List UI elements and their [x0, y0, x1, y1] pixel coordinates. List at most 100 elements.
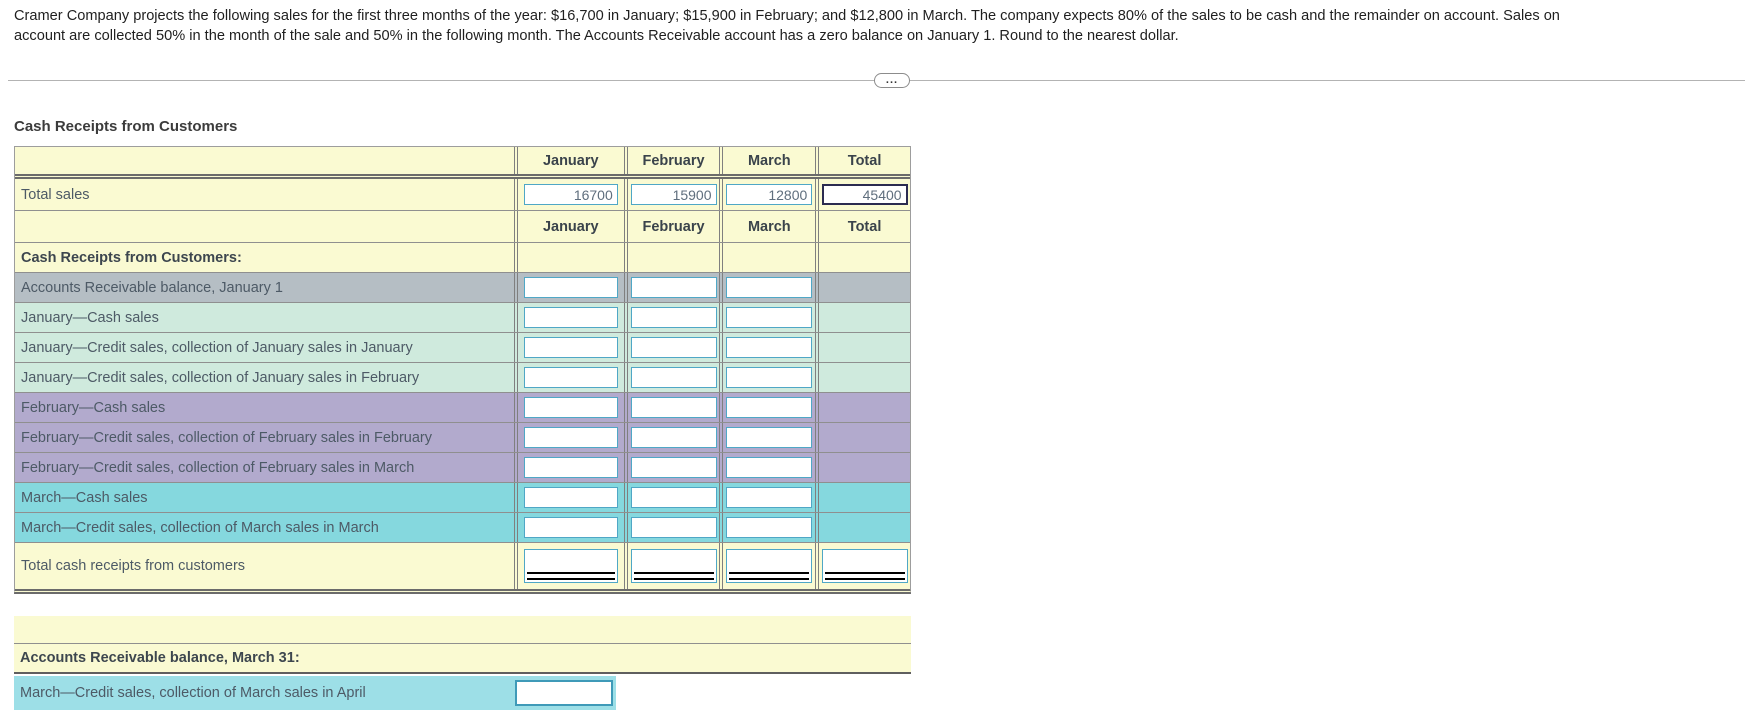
total-march-cell: [719, 543, 815, 589]
total-february-input[interactable]: [630, 549, 717, 583]
row-total-cell: [815, 393, 910, 422]
header1-january-cell: January: [513, 147, 624, 174]
header2-february-cell: February: [623, 211, 720, 242]
row-march-input[interactable]: [726, 397, 813, 418]
row-march-input[interactable]: [726, 517, 813, 538]
total-sales-row: Total sales: [15, 179, 910, 211]
row-february-input[interactable]: [630, 337, 717, 358]
row-label: January—Credit sales, collection of Janu…: [21, 339, 413, 356]
row-february-input[interactable]: [630, 277, 717, 298]
row-march-input[interactable]: [726, 487, 813, 508]
row-march-cell: [719, 273, 816, 302]
row-february-cell: [623, 513, 720, 542]
row-march-input[interactable]: [726, 337, 813, 358]
row-january-cell: [513, 303, 624, 332]
header2-total-cell: Total: [815, 211, 910, 242]
column-header-march: March: [747, 218, 791, 235]
row-march-cell: [719, 393, 816, 422]
row-label: February—Credit sales, collection of Feb…: [21, 459, 415, 476]
table-row: January—Cash sales: [15, 303, 910, 333]
total-march-input[interactable]: [726, 549, 813, 583]
row-march-input[interactable]: [726, 367, 813, 388]
total-sales-january-input[interactable]: [523, 184, 618, 205]
total-january-input[interactable]: [523, 549, 618, 583]
row-label: January—Cash sales: [21, 309, 159, 326]
section-label: Cash Receipts from Customers:: [21, 249, 242, 266]
column-header-february: February: [642, 152, 705, 169]
problem-line-1: Cramer Company projects the following sa…: [14, 8, 1560, 24]
header-row-2: January February March Total: [15, 211, 910, 243]
total-sales-march-input[interactable]: [726, 184, 813, 205]
row-march-input[interactable]: [726, 457, 813, 478]
row-january-input[interactable]: [523, 457, 618, 478]
row-january-input[interactable]: [523, 307, 618, 328]
table-title: Cash Receipts from Customers: [14, 118, 238, 135]
row-january-input[interactable]: [523, 517, 618, 538]
row-february-input[interactable]: [630, 307, 717, 328]
row-march-input[interactable]: [726, 427, 813, 448]
row-january-input[interactable]: [523, 397, 618, 418]
row-total-cell: [815, 273, 910, 302]
row-january-cell: [513, 423, 624, 452]
row-february-cell: [623, 423, 720, 452]
header2-march-cell: March: [719, 211, 815, 242]
row-february-cell: [623, 333, 720, 362]
double-rule: [824, 572, 905, 580]
column-header-january: January: [542, 152, 599, 169]
ar-april-input[interactable]: [515, 680, 613, 706]
row-january-cell: [513, 393, 624, 422]
section-february-cell: [623, 243, 720, 272]
row-february-input[interactable]: [630, 487, 717, 508]
ellipsis-button[interactable]: ...: [874, 73, 910, 88]
row-february-input[interactable]: [630, 457, 717, 478]
row-january-input[interactable]: [523, 427, 618, 448]
section-total-cell: [815, 243, 910, 272]
row-january-input[interactable]: [523, 367, 618, 388]
header1-empty-cell: [15, 147, 514, 174]
header2-january-cell: January: [513, 211, 624, 242]
total-cash-receipts-label: Total cash receipts from customers: [21, 558, 246, 574]
total-sales-february-input[interactable]: [630, 184, 717, 205]
double-rule: [633, 572, 714, 580]
row-january-input[interactable]: [523, 487, 618, 508]
row-january-cell: [513, 453, 624, 482]
row-march-cell: [719, 363, 816, 392]
row-january-input[interactable]: [523, 337, 618, 358]
total-sales-label: Total sales: [21, 186, 90, 203]
row-total-cell: [815, 513, 910, 542]
header2-empty-cell: [15, 211, 514, 242]
table-row: February—Cash sales: [15, 393, 910, 423]
row-february-input[interactable]: [630, 427, 717, 448]
row-february-cell: [623, 483, 720, 512]
table-row: March—Cash sales: [15, 483, 910, 513]
column-header-total: Total: [847, 152, 882, 169]
table-row: February—Credit sales, collection of Feb…: [15, 453, 910, 483]
row-february-input[interactable]: [630, 517, 717, 538]
section-label-row: Cash Receipts from Customers:: [15, 243, 910, 273]
column-header-january: January: [542, 218, 599, 235]
row-january-cell: [513, 483, 624, 512]
row-january-input[interactable]: [523, 277, 618, 298]
row-january-cell: [513, 363, 624, 392]
row-total-cell: [815, 483, 910, 512]
total-sales-total-input[interactable]: [821, 184, 908, 205]
row-february-cell: [623, 453, 720, 482]
row-march-input[interactable]: [726, 307, 813, 328]
row-february-cell: [623, 363, 720, 392]
row-february-input[interactable]: [630, 397, 717, 418]
row-label: January—Credit sales, collection of Janu…: [21, 369, 420, 386]
ar-row-label: March—Credit sales, collection of March …: [20, 685, 366, 701]
total-total-cell: [815, 543, 910, 589]
total-january-cell: [513, 543, 624, 589]
row-march-input[interactable]: [726, 277, 813, 298]
row-february-cell: [623, 393, 720, 422]
header1-february-cell: February: [623, 147, 720, 174]
total-cash-receipts-row: Total cash receipts from customers: [15, 543, 910, 589]
row-january-cell: [513, 513, 624, 542]
row-february-input[interactable]: [630, 367, 717, 388]
section-divider: ...: [8, 73, 1745, 88]
row-february-cell: [623, 303, 720, 332]
row-total-cell: [815, 303, 910, 332]
total-total-input[interactable]: [821, 549, 908, 583]
row-march-cell: [719, 423, 816, 452]
